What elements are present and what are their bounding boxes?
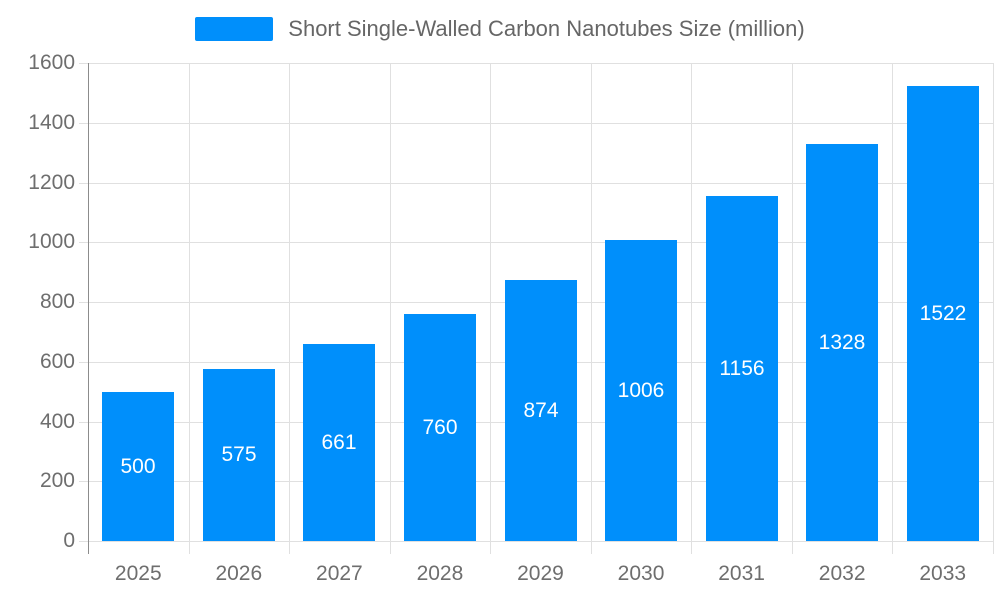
x-axis-label: 2030	[617, 562, 665, 585]
chart-legend[interactable]: Short Single-Walled Carbon Nanotubes Siz…	[0, 17, 1000, 41]
y-axis-tick-label: 1000	[28, 230, 75, 254]
y-axis-tick-label: 1400	[28, 110, 75, 134]
bar-value-label: 1156	[719, 356, 765, 380]
h-gridline	[88, 182, 993, 184]
bar-value-label: 575	[221, 443, 257, 466]
y-axis-tick-label: 800	[39, 290, 75, 313]
bar-2027[interactable]: 661	[303, 344, 375, 541]
bar-2031[interactable]: 1156	[706, 196, 778, 541]
bar-value-label: 760	[422, 415, 458, 439]
h-gridline	[88, 63, 993, 64]
bar-value-label: 661	[321, 430, 357, 454]
v-gridline	[188, 63, 190, 554]
h-gridline	[88, 541, 993, 542]
y-axis-tick	[79, 182, 88, 184]
v-gridline	[490, 63, 492, 554]
y-axis-tick-label: 200	[39, 469, 75, 493]
bar-value-label: 500	[120, 454, 156, 478]
bar-value-label: 874	[523, 398, 559, 422]
bar-2029[interactable]: 874	[505, 280, 577, 541]
y-axis-tick-label: 400	[39, 409, 75, 433]
bar-2025[interactable]: 500	[102, 392, 174, 541]
x-axis-label: 2032	[818, 562, 866, 585]
y-axis-tick	[79, 122, 88, 124]
x-axis-label: 2025	[114, 562, 162, 585]
bar-2028[interactable]: 760	[404, 314, 476, 541]
h-gridline	[88, 242, 993, 244]
bar-value-label: 1006	[617, 378, 665, 402]
x-axis-label: 2027	[316, 562, 363, 585]
x-axis-label: 2028	[416, 562, 464, 585]
v-gridline	[892, 63, 894, 554]
v-gridline	[691, 63, 693, 554]
v-gridline	[289, 63, 291, 554]
v-gridline	[590, 63, 592, 554]
bar-value-label: 1328	[818, 330, 866, 354]
x-axis-label: 2031	[718, 562, 765, 585]
y-axis-tick-label: 1600	[28, 51, 75, 74]
y-axis-tick	[79, 242, 88, 244]
x-axis-label: 2026	[215, 562, 263, 585]
v-gridline	[993, 63, 994, 554]
h-gridline	[88, 122, 993, 124]
y-axis-line	[88, 63, 89, 554]
y-axis-tick	[79, 541, 88, 542]
bar-2032[interactable]: 1328	[806, 144, 878, 541]
legend-swatch-icon	[195, 17, 274, 41]
bar-2033[interactable]: 1522	[907, 86, 979, 541]
y-axis-tick	[79, 361, 88, 363]
y-axis-tick-label: 0	[63, 529, 75, 552]
y-axis-tick	[79, 302, 88, 303]
bar-2026[interactable]: 575	[203, 369, 275, 541]
x-axis-label: 2029	[517, 562, 564, 585]
y-axis-tick	[79, 63, 88, 64]
y-axis-tick	[79, 421, 88, 423]
v-gridline	[791, 63, 793, 554]
bar-value-label: 1522	[919, 301, 967, 325]
bar-2030[interactable]: 1006	[605, 240, 677, 541]
legend-label: Short Single-Walled Carbon Nanotubes Siz…	[288, 16, 805, 41]
x-axis-label: 2033	[919, 562, 967, 585]
v-gridline	[389, 63, 391, 554]
y-axis-tick	[79, 481, 88, 483]
y-axis-tick-label: 1200	[28, 170, 75, 194]
y-axis-tick-label: 600	[39, 349, 75, 373]
